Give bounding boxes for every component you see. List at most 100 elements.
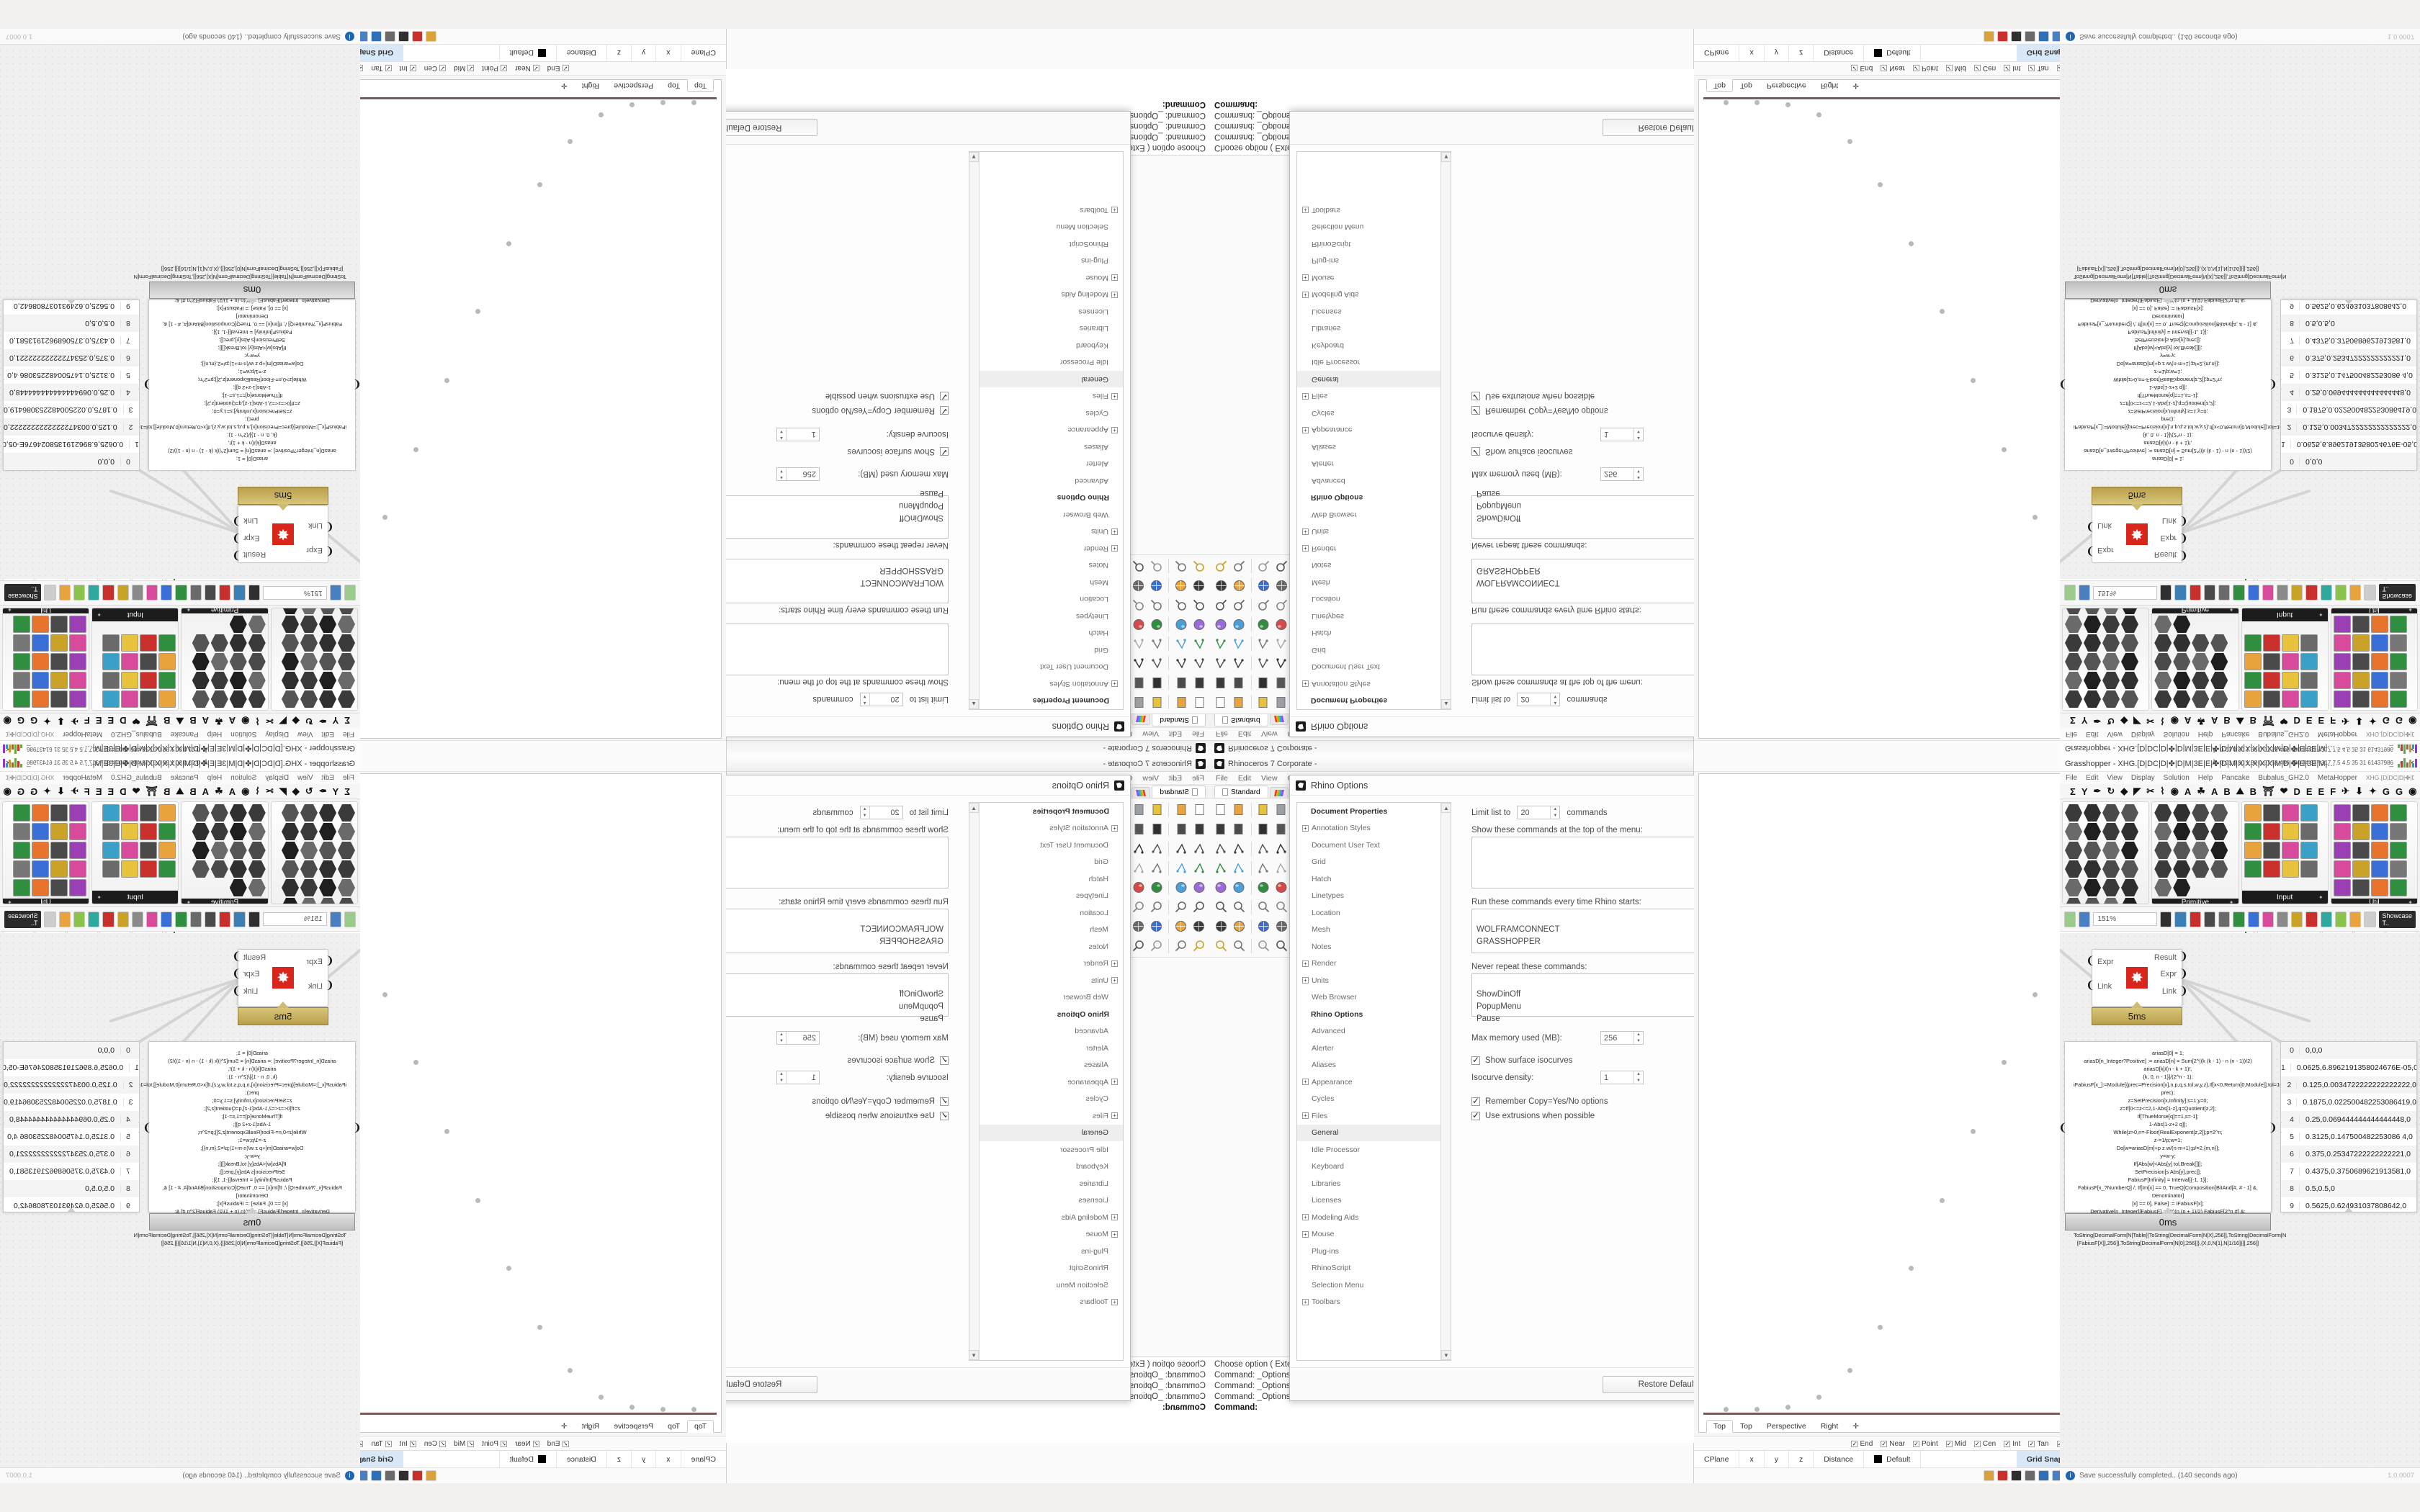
toolbar-button-icon[interactable] — [1213, 675, 1229, 691]
gh-component-icon[interactable] — [69, 616, 87, 633]
port-input-link[interactable]: Link — [308, 982, 323, 991]
options-tree-item[interactable]: Licenses — [1297, 303, 1451, 320]
gh-menu-solution[interactable]: Solution — [230, 774, 257, 782]
taskbar-icon[interactable] — [1983, 1470, 1994, 1481]
gh-tool-icon[interactable] — [2262, 585, 2274, 601]
gh-menu-pancake[interactable]: Pancake — [170, 730, 199, 738]
stepper-arrows-icon[interactable]: ▲ ▼ — [860, 806, 870, 819]
toolbar-button-icon[interactable] — [1130, 577, 1147, 594]
gh-component-icon[interactable] — [248, 804, 266, 822]
gh-category-icon[interactable]: G — [30, 715, 38, 726]
options-tree-item[interactable]: Advanced — [1297, 1023, 1451, 1040]
toolbar-button-icon[interactable] — [1148, 655, 1165, 672]
gh-component-icon[interactable] — [248, 616, 266, 633]
gh-category-icon[interactable]: ⌇ — [2160, 786, 2165, 796]
gh-component-icon[interactable] — [158, 634, 176, 652]
gh-menu-edit[interactable]: Edit — [321, 730, 334, 738]
toolbar-button-icon[interactable] — [1255, 840, 1272, 857]
toolbar-button-icon[interactable] — [1130, 694, 1147, 711]
options-tree-item[interactable]: + Modeling Aids — [969, 1209, 1123, 1226]
gh-component-icon[interactable] — [319, 672, 336, 689]
gh-component-icon[interactable] — [102, 653, 120, 670]
options-tree-item[interactable]: Location — [1297, 904, 1451, 922]
gh-component-icon[interactable] — [13, 672, 31, 689]
toolbar-button-icon[interactable] — [1213, 801, 1229, 818]
gh-component-icon[interactable] — [2173, 823, 2191, 840]
gh-component-icon[interactable] — [2065, 898, 2082, 904]
gh-component-icon[interactable] — [2065, 842, 2082, 859]
toolbar-button-icon[interactable] — [1255, 675, 1272, 691]
gh-tool-icon[interactable] — [2247, 911, 2259, 927]
osnap-int[interactable]: ✓ Int — [2004, 1440, 2020, 1448]
gh-component-icon[interactable] — [2084, 898, 2101, 904]
gh-component-icon[interactable] — [319, 616, 336, 633]
options-tree-item[interactable]: Rhino Options — [1297, 1006, 1451, 1023]
gh-component-icon[interactable] — [319, 804, 336, 822]
gh-ribbon-items[interactable] — [272, 802, 357, 904]
gh-component-icon[interactable] — [2244, 804, 2262, 822]
gh-component-icon[interactable] — [32, 823, 50, 840]
expand-plus-icon[interactable]: + — [1302, 977, 1309, 984]
tab-rainbow[interactable] — [1131, 714, 1151, 725]
gh-tool-icon[interactable] — [2189, 585, 2201, 601]
viewport-tab-perspective[interactable]: Perspective — [614, 81, 654, 90]
expand-plus-icon[interactable]: + — [1111, 274, 1118, 282]
osnap-int[interactable]: ✓ Int — [400, 65, 416, 73]
toolbar-button-icon[interactable] — [1173, 879, 1189, 896]
gh-component-icon[interactable] — [102, 823, 120, 840]
options-tree-item[interactable]: Idle Processor — [969, 354, 1123, 372]
gh-component-icon[interactable] — [2084, 879, 2101, 896]
tree-scrollbar[interactable]: ▲ ▼ — [1440, 803, 1451, 1360]
gh-category-icon[interactable]: E — [107, 715, 115, 726]
toolbar-button-icon[interactable] — [1130, 860, 1147, 876]
gh-category-icon[interactable]: ⬇ — [57, 716, 65, 726]
gh-component-icon[interactable] — [50, 879, 68, 896]
gh-component-icon[interactable] — [2192, 804, 2210, 822]
gh-component-icon[interactable] — [102, 860, 120, 878]
gh-component-icon[interactable] — [2389, 860, 2407, 878]
gh-component-icon[interactable] — [102, 634, 120, 652]
show-isocurves-checkbox[interactable]: Show surface isocurves — [1471, 1055, 1994, 1065]
status-z[interactable]: z — [606, 45, 632, 61]
gh-component-icon[interactable] — [211, 634, 228, 652]
options-tree-item[interactable]: Advanced — [969, 472, 1123, 490]
options-tree-item[interactable]: + Mouse — [1297, 269, 1451, 287]
gh-ribbon-group[interactable]: Input — [91, 801, 179, 904]
gh-category-icon[interactable]: ◉ — [2408, 786, 2417, 796]
toolbar-button-icon[interactable] — [1130, 801, 1147, 818]
status-y[interactable]: y — [1764, 45, 1789, 61]
toolbar-button-icon[interactable] — [1148, 558, 1165, 575]
gh-component-icon[interactable] — [69, 653, 87, 670]
gh-component-icon[interactable] — [248, 842, 266, 859]
toolbar-button-icon[interactable] — [1191, 899, 1207, 915]
taskbar-icon[interactable] — [426, 31, 437, 42]
gh-menu-file[interactable]: File — [2066, 774, 2078, 782]
options-tree-item[interactable]: Keyboard — [1297, 1158, 1451, 1176]
osnap-tan[interactable]: ✓ Tan — [2028, 1440, 2049, 1448]
gh-component-icon[interactable] — [282, 823, 299, 840]
gh-component-icon[interactable] — [2389, 653, 2407, 670]
gh-component-icon[interactable] — [2281, 804, 2299, 822]
toolbar-button-icon[interactable] — [1173, 597, 1189, 613]
toolbar-button-icon[interactable] — [1231, 558, 1247, 575]
options-tree-item[interactable]: + Render — [969, 540, 1123, 557]
gh-ribbon-items[interactable] — [2242, 621, 2328, 710]
gh-menu-pancake[interactable]: Pancake — [2221, 730, 2250, 738]
options-tree-item[interactable]: + Modeling Aids — [969, 287, 1123, 304]
viewport-tab-perspective[interactable]: Perspective — [1766, 1422, 1806, 1431]
gh-component-icon[interactable] — [2333, 616, 2351, 633]
gh-ribbon-items[interactable] — [3, 613, 89, 710]
toolbar-button-icon[interactable] — [1130, 616, 1147, 633]
gh-component-icon[interactable] — [13, 653, 31, 670]
close-icon[interactable]: ✕ — [2409, 760, 2415, 768]
gh-component-icon[interactable] — [158, 804, 176, 822]
toolbar-button-icon[interactable] — [1191, 918, 1207, 935]
gh-component-icon[interactable] — [121, 823, 139, 840]
status-x[interactable]: x — [655, 45, 681, 61]
options-tree-item[interactable]: + Units — [1297, 972, 1451, 989]
gh-component-icon[interactable] — [158, 842, 176, 859]
status-layer[interactable]: Default — [1864, 1451, 1922, 1467]
gh-category-icon[interactable]: Y — [332, 786, 339, 797]
gh-category-icon[interactable]: ↻ — [305, 716, 313, 726]
gh-ribbon-items[interactable] — [2331, 613, 2417, 710]
